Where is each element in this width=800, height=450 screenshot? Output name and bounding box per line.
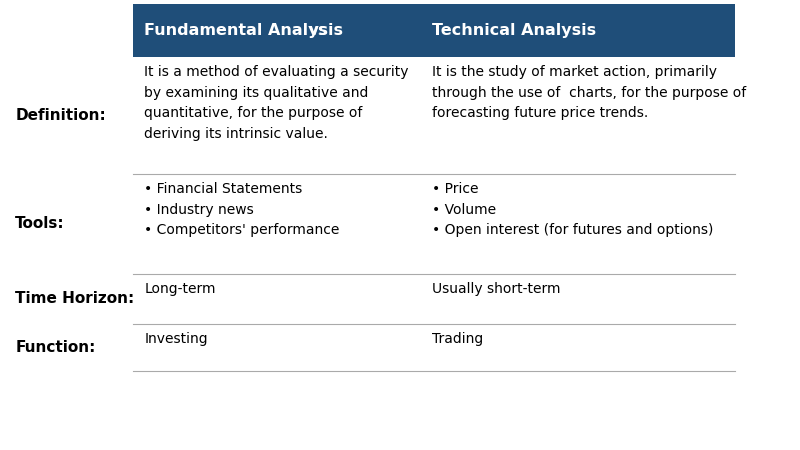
FancyBboxPatch shape: [134, 4, 734, 57]
Text: Function:: Function:: [15, 340, 96, 355]
Text: • Financial Statements
• Industry news
• Competitors' performance: • Financial Statements • Industry news •…: [144, 182, 340, 237]
Text: Usually short-term: Usually short-term: [432, 282, 561, 296]
Text: Tools:: Tools:: [15, 216, 65, 231]
Text: • Price
• Volume
• Open interest (for futures and options): • Price • Volume • Open interest (for fu…: [432, 182, 714, 237]
Text: Time Horizon:: Time Horizon:: [15, 292, 134, 306]
Text: Definition:: Definition:: [15, 108, 106, 123]
Text: Long-term: Long-term: [144, 282, 216, 296]
Text: vs: vs: [310, 23, 326, 38]
Text: It is a method of evaluating a security
by examining its qualitative and
quantit: It is a method of evaluating a security …: [144, 65, 409, 141]
Text: Investing: Investing: [144, 332, 208, 347]
Text: Fundamental Analysis: Fundamental Analysis: [144, 23, 343, 38]
Text: It is the study of market action, primarily
through the use of  charts, for the : It is the study of market action, primar…: [432, 65, 746, 120]
Text: Trading: Trading: [432, 332, 483, 347]
Text: Technical Analysis: Technical Analysis: [432, 23, 596, 38]
